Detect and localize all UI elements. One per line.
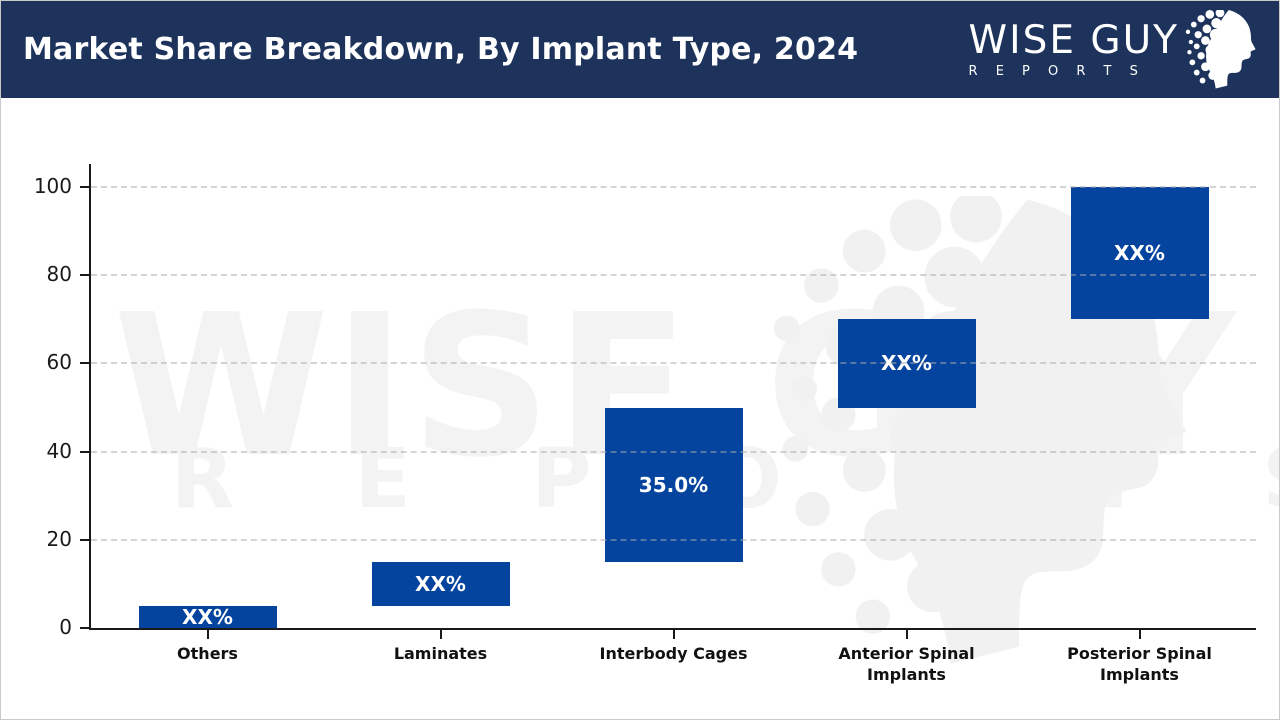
bar-value-label: XX% <box>415 571 466 596</box>
x-tick-mark <box>672 630 675 639</box>
y-tick-mark <box>80 274 89 277</box>
y-tick-mark <box>80 538 89 541</box>
logo-head-icon <box>1185 9 1256 89</box>
y-tick-label: 60 <box>46 350 72 375</box>
logo-wordmark: WISE GUY <box>968 17 1179 63</box>
y-tick-label: 100 <box>33 174 72 198</box>
x-tick-label: Anterior Spinal Implants <box>838 644 975 684</box>
header-bar: Market Share Breakdown, By Implant Type,… <box>1 1 1279 98</box>
logo-text: WISE GUY R E P O R T S <box>969 21 1179 79</box>
bar-value-label: XX% <box>182 604 233 629</box>
bar-value-label: XX% <box>1114 241 1165 266</box>
x-tick-label: Others <box>177 644 238 663</box>
page-title: Market Share Breakdown, By Implant Type,… <box>23 32 859 67</box>
logo: WISE GUY R E P O R T S <box>969 9 1257 90</box>
y-tick-mark <box>80 186 89 188</box>
gridline <box>91 186 1256 188</box>
gridline <box>91 450 1256 453</box>
x-tick-label: Laminates <box>393 644 488 663</box>
x-tick-mark <box>905 630 908 639</box>
bar-value-label: 35.0% <box>638 472 709 497</box>
y-tick-mark <box>80 450 89 453</box>
x-tick-mark <box>439 630 442 639</box>
bar-others: XX% <box>138 604 277 629</box>
bar-interbody-cages: 35.0% <box>604 407 743 562</box>
gridline <box>91 362 1256 365</box>
x-tick-label: Interbody Cages <box>599 644 748 663</box>
gridline <box>91 538 1256 541</box>
x-tick-mark <box>1138 630 1141 639</box>
plot-area: 0 20 40 60 80 100 XX% Others XX% Laminates 35.0% In… <box>34 164 1256 684</box>
x-tick-label: Posterior Spinal Implants <box>1067 644 1212 684</box>
gridline <box>91 274 1256 277</box>
y-tick-label: 20 <box>46 526 72 551</box>
logo-subtitle: R E P O R T S <box>968 63 1145 79</box>
y-tick-mark <box>80 362 89 365</box>
y-tick-label: 40 <box>46 438 72 463</box>
y-tick-label: 80 <box>46 262 72 287</box>
y-tick-label: 0 <box>59 615 72 639</box>
bar-laminates: XX% <box>371 561 510 606</box>
bar-posterior-spinal-implants: XX% <box>1070 187 1209 320</box>
x-tick-mark <box>206 630 209 639</box>
y-tick-mark <box>80 627 89 629</box>
